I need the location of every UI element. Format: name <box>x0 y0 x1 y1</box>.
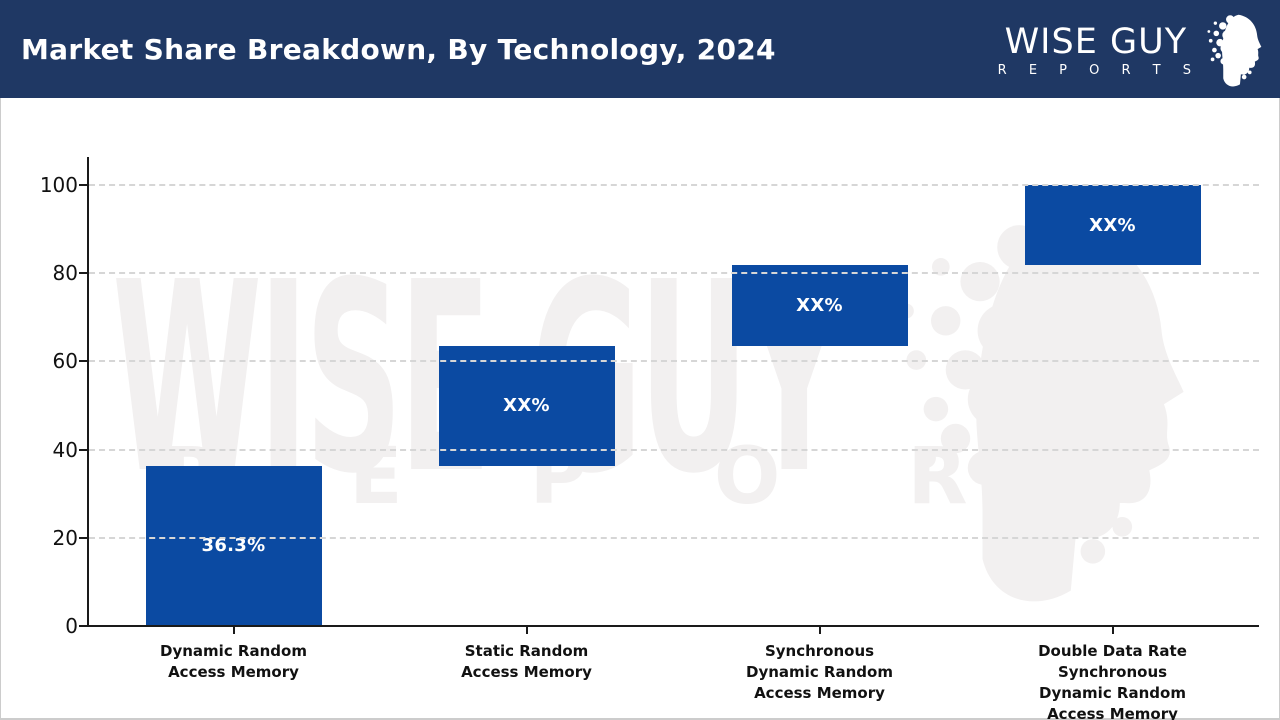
y-tick-mark <box>79 536 87 539</box>
y-tick-mark <box>79 625 87 627</box>
y-tick-label: 40 <box>52 437 78 462</box>
y-gridline <box>89 272 1259 275</box>
logo-wordmark: WISE GUY <box>1004 22 1188 63</box>
y-gridline <box>89 360 1259 363</box>
wiseguy-logo: WISE GUY R E P O R T S <box>992 12 1264 90</box>
y-tick-label: 60 <box>52 349 78 374</box>
y-tick-label: 20 <box>52 525 78 550</box>
y-tick-mark <box>79 272 87 275</box>
page-title: Market Share Breakdown, By Technology, 2… <box>21 32 776 66</box>
y-tick-mark <box>79 360 87 363</box>
y-tick-label: 100 <box>39 173 78 197</box>
bar-value-label: XX% <box>796 295 843 317</box>
x-tick-mark <box>1111 627 1114 634</box>
y-tick-label: 0 <box>65 614 78 638</box>
bar-value-label: 36.3% <box>201 535 266 557</box>
wiseguy-head-icon <box>1202 12 1264 90</box>
y-axis-line <box>87 157 89 627</box>
bar: 36.3% <box>145 465 322 626</box>
header: Market Share Breakdown, By Technology, 2… <box>0 0 1280 98</box>
y-gridline <box>89 536 1259 539</box>
x-category-label: Synchronous Dynamic Random Access Memory <box>746 642 893 702</box>
y-gridline <box>89 448 1259 451</box>
logo-subtext: R E P O R T S <box>997 62 1200 78</box>
x-tick-mark <box>525 627 528 634</box>
y-tick-mark <box>79 184 87 186</box>
y-tick-label: 80 <box>52 261 78 286</box>
x-category-label: Double Data Rate Synchronous Dynamic Ran… <box>1038 642 1187 720</box>
x-tick-mark <box>818 627 821 634</box>
bar: XX% <box>731 265 908 346</box>
bar-value-label: XX% <box>503 395 550 417</box>
x-axis-line <box>87 625 1259 627</box>
x-category-label: Static Random Access Memory <box>461 642 592 681</box>
bar: XX% <box>438 345 615 466</box>
y-tick-mark <box>79 448 87 451</box>
x-tick-mark <box>232 627 235 634</box>
y-gridline <box>89 184 1259 186</box>
x-category-label: Dynamic Random Access Memory <box>160 642 307 681</box>
